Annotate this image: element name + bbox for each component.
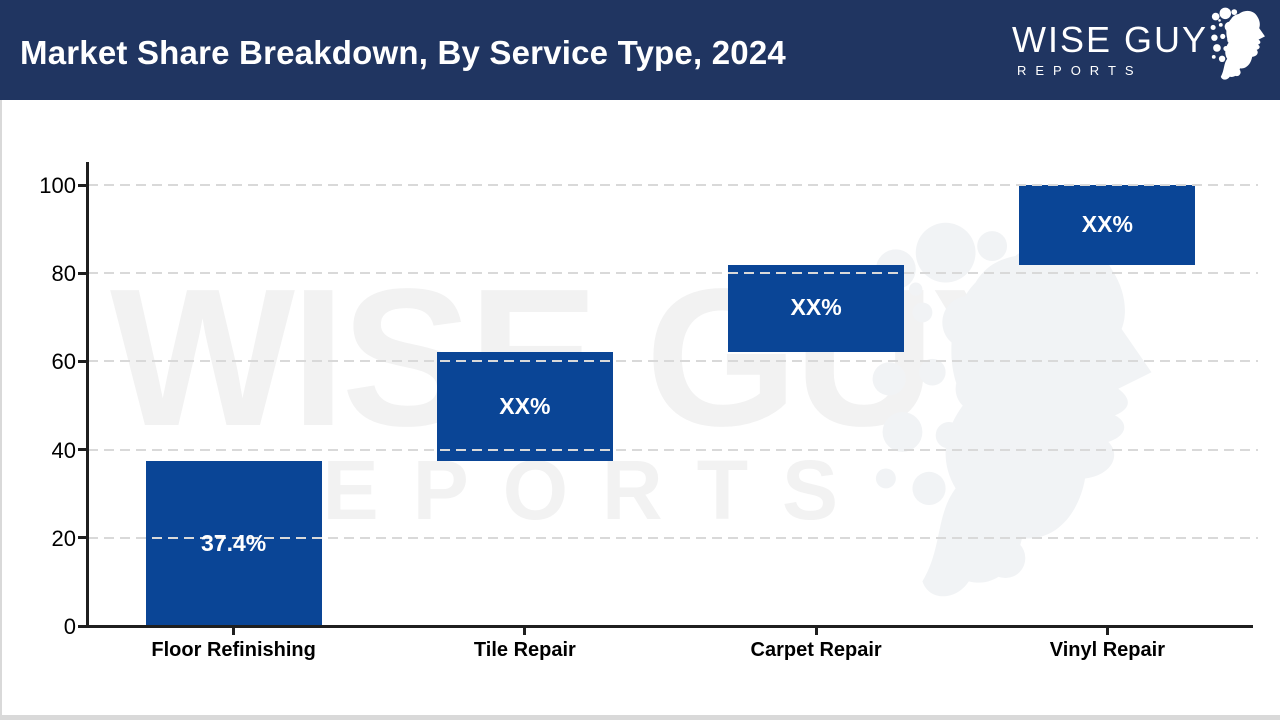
x-axis-label-tile-repair: Tile Repair — [473, 639, 576, 661]
gridline-60 — [88, 360, 1258, 363]
x-axis — [88, 625, 1253, 628]
x-axis-label-floor-refinishing: Floor Refinishing — [151, 639, 316, 661]
bar-value-label-carpet-repair: XX% — [790, 294, 842, 321]
y-tick-100 — [78, 183, 88, 187]
bar-value-label-vinyl-repair: XX% — [1081, 210, 1133, 237]
x-tick-tile-repair — [523, 627, 527, 635]
y-tick-40 — [78, 448, 88, 452]
x-tick-floor-refinishing — [232, 627, 236, 635]
y-axis-label-60: 60 — [51, 349, 76, 375]
x-axis-label-carpet-repair: Carpet Repair — [750, 639, 882, 661]
logo-tagline: REPORTS — [1016, 63, 1143, 78]
bar-value-label-tile-repair: XX% — [499, 392, 551, 419]
x-tick-carpet-repair — [814, 627, 818, 635]
x-tick-vinyl-repair — [1105, 627, 1109, 635]
logo-head-profile-icon — [1210, 7, 1265, 80]
y-axis-label-100: 100 — [39, 173, 76, 198]
header-banner: Market Share Breakdown, By Service Type,… — [0, 0, 1280, 100]
gridline-20 — [88, 536, 1258, 539]
bottom-border — [0, 715, 1280, 720]
y-axis-label-0: 0 — [63, 614, 76, 639]
logo-name: WISE GUY — [1011, 19, 1208, 60]
gridline-40 — [88, 448, 1258, 451]
logo-text: WISE GUY REPORTS — [1011, 19, 1208, 79]
y-axis — [86, 162, 89, 628]
gridline-100 — [88, 184, 1258, 186]
wise-guy-reports-logo: WISE GUY REPORTS — [1012, 6, 1272, 86]
y-axis-label-40: 40 — [51, 437, 76, 463]
y-axis-label-80: 80 — [51, 261, 76, 287]
y-tick-20 — [78, 536, 88, 540]
bar-value-label-floor-refinishing: 37.4% — [201, 529, 267, 556]
bar-tile-repair — [436, 352, 613, 462]
y-axis-label-20: 20 — [51, 525, 76, 551]
left-border — [0, 100, 2, 720]
y-tick-0 — [78, 624, 88, 628]
x-axis-label-vinyl-repair: Vinyl Repair — [1049, 639, 1165, 661]
page-title: Market Share Breakdown, By Service Type,… — [20, 34, 786, 71]
y-tick-60 — [78, 359, 88, 363]
gridline-80 — [88, 272, 1258, 275]
bar-floor-refinishing — [145, 461, 322, 626]
y-tick-80 — [78, 271, 88, 275]
